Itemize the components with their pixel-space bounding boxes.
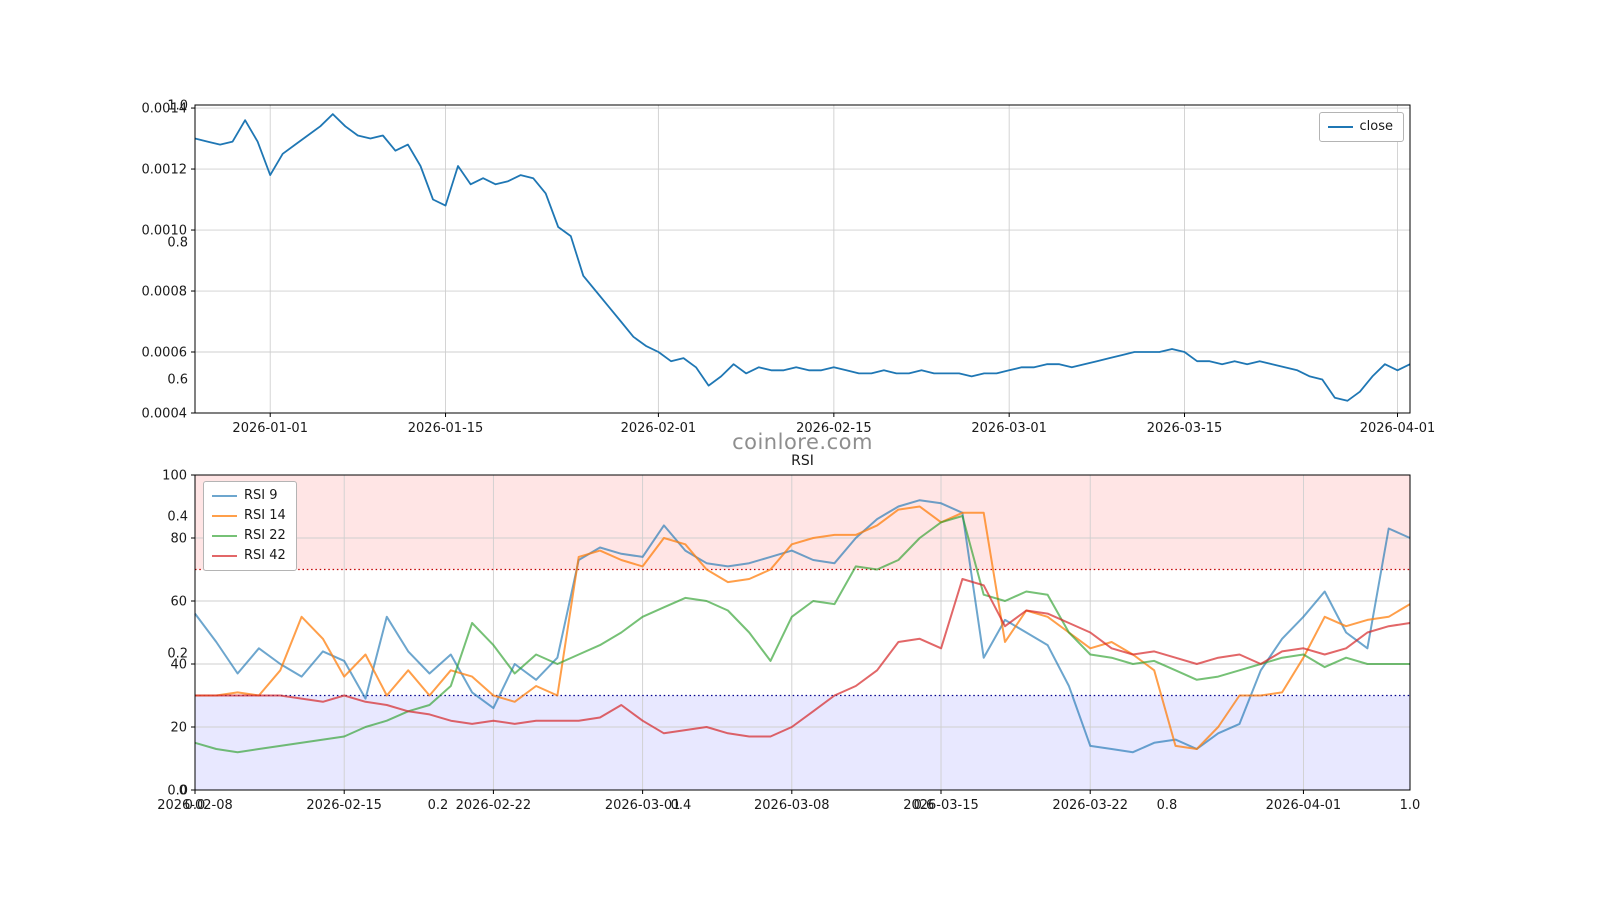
x-tick-label: 2026-03-01 [971, 421, 1047, 436]
x-tick-label: 2026-03-15 [903, 798, 979, 813]
y-tick-label: 0.0006 [142, 346, 188, 361]
y-tick-label: 60 [170, 595, 187, 610]
hidden-axis-x-label: 0.8 [1157, 798, 1178, 813]
legend-label: close [1359, 119, 1393, 134]
oversold-band [195, 695, 1410, 790]
x-tick-label: 2026-04-01 [1266, 798, 1342, 813]
overbought-band [195, 475, 1410, 570]
y-tick-label: 20 [170, 721, 187, 736]
rsi-14-line [195, 505, 1411, 750]
price-legend: close [1318, 112, 1404, 142]
y-tick-label: 0.0012 [142, 163, 188, 178]
x-tick-label: 2026-03-01 [605, 798, 681, 813]
y-tick-label: 80 [170, 532, 187, 547]
x-tick-label: 2026-03-22 [1052, 798, 1128, 813]
x-tick-label: 2026-04-01 [1360, 421, 1436, 436]
y-tick-label: 0.0010 [142, 224, 188, 239]
axes-frame [194, 474, 1411, 791]
hidden-axis-x-label: 0.4 [671, 798, 692, 813]
rsi-chart-title: RSI [791, 453, 814, 469]
x-tick-label: 2026-02-15 [306, 798, 382, 813]
y-tick-label: 0.0008 [142, 285, 188, 300]
watermark: coinlore.com [732, 430, 873, 454]
legend-entry: RSI 9 [212, 486, 286, 506]
legend-line-sample [212, 555, 237, 557]
legend-label: RSI 42 [244, 548, 286, 563]
x-tick-label: 2026-03-15 [1147, 421, 1223, 436]
x-tick-label: 2026-02-01 [621, 421, 697, 436]
hidden-axis-y-label: 0.6 [167, 373, 188, 388]
x-tick-label: 2026-01-01 [232, 421, 308, 436]
rsi-22-line [194, 515, 1410, 754]
rsi-9-line [194, 499, 1411, 754]
rsi-legend: RSI 9 RSI 14 RSI 22 RSI 42 [203, 481, 297, 571]
legend-line-sample [1327, 126, 1353, 128]
legend-line-sample [212, 495, 237, 497]
hidden-axis-x-label: 1.0 [1400, 798, 1421, 813]
x-tick-label: 2026-02-08 [157, 798, 233, 813]
hidden-axis-y-label: 0.4 [167, 510, 188, 525]
axes-frame [194, 104, 1411, 414]
x-tick-label: 2026-03-08 [754, 798, 830, 813]
legend-label: RSI 14 [244, 508, 286, 523]
hidden-axis-x-label: 0.0 [185, 798, 206, 813]
legend-entry: RSI 22 [212, 526, 286, 546]
legend-line-sample [212, 515, 237, 517]
legend-label: RSI 22 [244, 528, 286, 543]
legend-label: RSI 9 [244, 488, 278, 503]
hidden-axis-y-label: 0.2 [167, 647, 188, 662]
y-tick-label: 0.0014 [142, 102, 188, 117]
legend-entry: close [1327, 117, 1393, 137]
hidden-axis-y-label: 0.8 [167, 236, 188, 251]
rsi-42-line [195, 578, 1411, 738]
x-tick-label: 2026-01-15 [408, 421, 484, 436]
hidden-axis-y-label: 0.0 [167, 784, 188, 799]
y-tick-label: 0 [179, 784, 187, 799]
y-tick-label: 40 [170, 658, 187, 673]
y-tick-label: 100 [162, 469, 187, 484]
x-tick-label: 2026-02-15 [796, 421, 872, 436]
legend-line-sample [212, 535, 237, 537]
hidden-axis-y-label: 1.0 [167, 99, 188, 114]
hidden-axis-x-label: 0.6 [914, 798, 935, 813]
legend-entry: RSI 42 [212, 546, 286, 566]
close-line [194, 113, 1411, 402]
legend-entry: RSI 14 [212, 506, 286, 526]
x-tick-label: 2026-02-22 [456, 798, 532, 813]
hidden-axis-x-label: 0.2 [428, 798, 449, 813]
y-tick-label: 0.0004 [142, 407, 188, 422]
